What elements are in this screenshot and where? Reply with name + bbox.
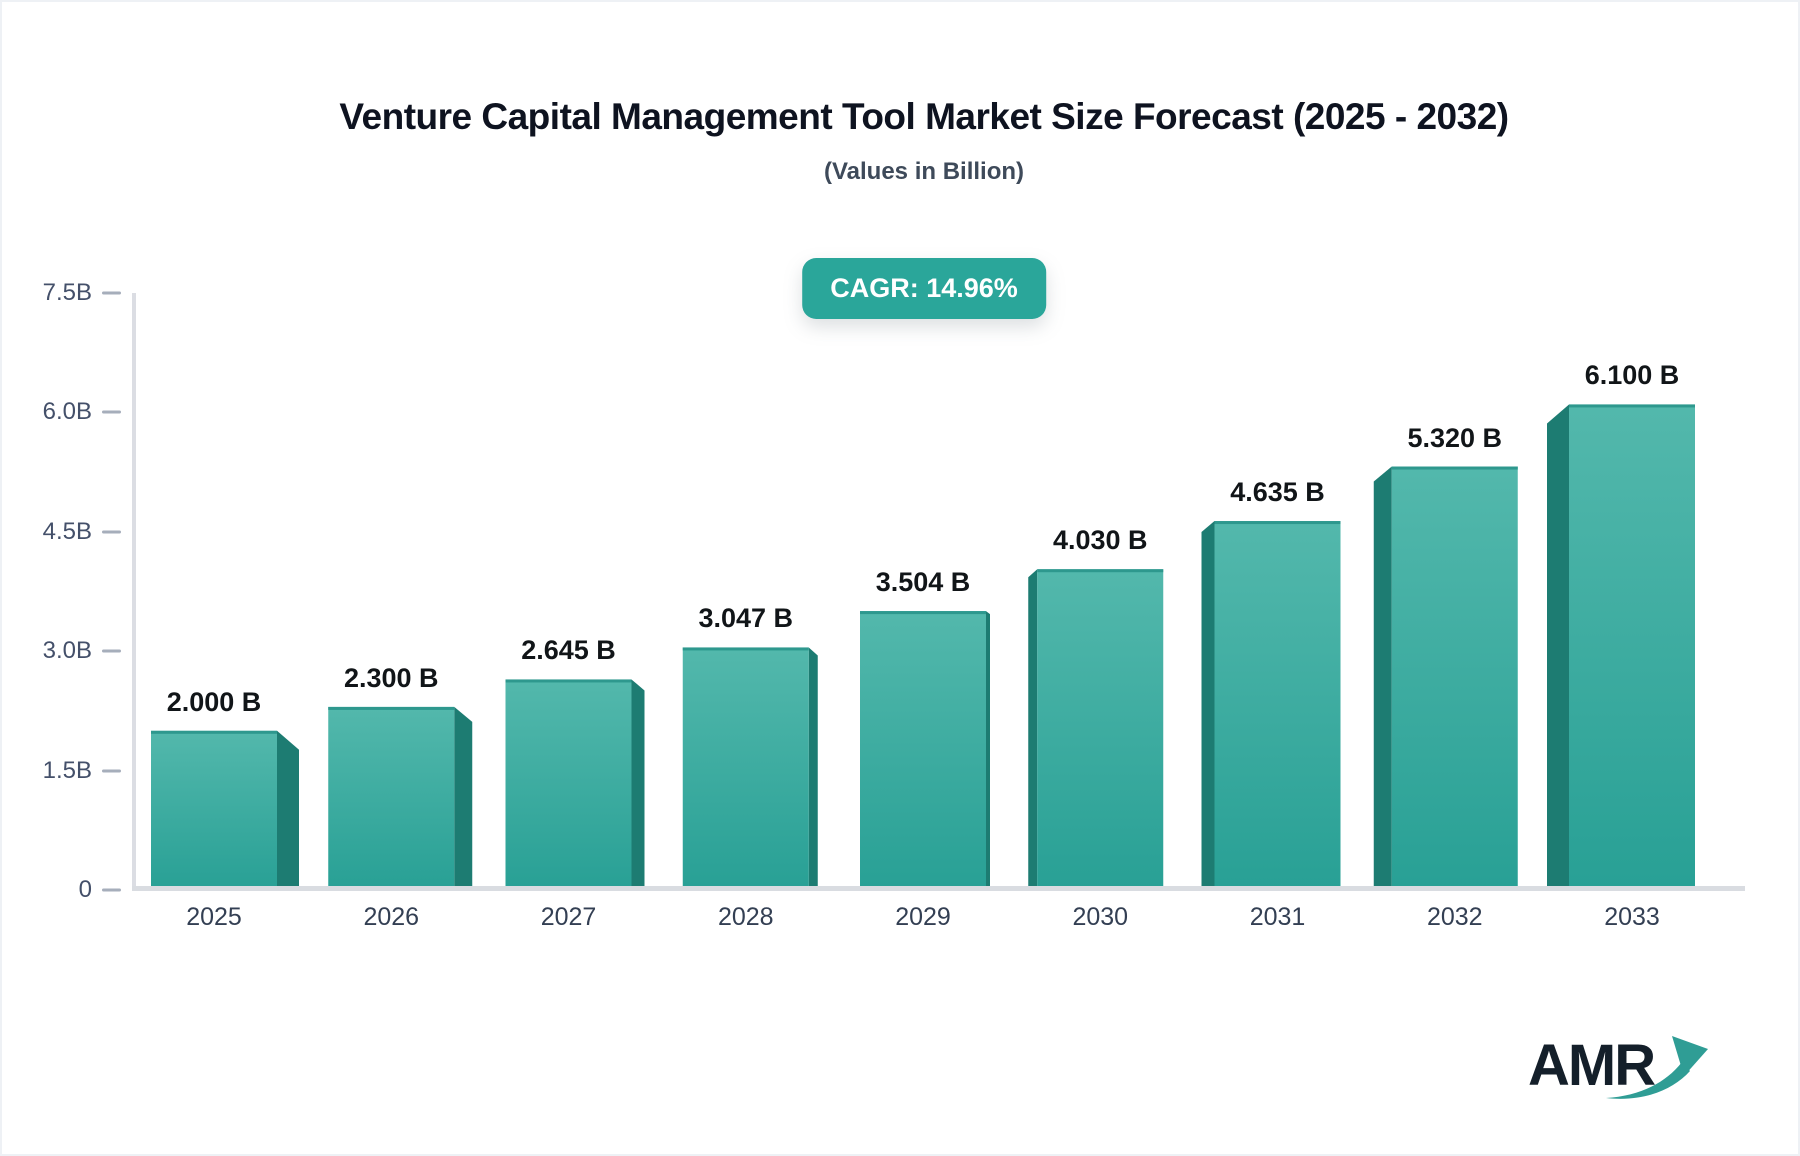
x-tick-label: 2027 — [540, 903, 597, 931]
bar-top-cap — [1037, 569, 1164, 573]
y-tick-label: 1.5B — [42, 756, 92, 784]
y-tick-label: 4.5B — [42, 517, 92, 545]
bar-side-face — [631, 679, 645, 890]
chart-subtitle: (Values in Billion) — [823, 158, 1025, 185]
bar-2028 — [682, 647, 809, 890]
bar-value-label: 6.100 B — [1584, 360, 1680, 391]
bar-side-face — [808, 647, 818, 890]
bar-top-cap — [860, 611, 986, 615]
bar-top-cap — [151, 730, 277, 734]
bar-top-cap — [505, 679, 632, 683]
x-tick-label: 2031 — [1249, 903, 1306, 931]
y-tick-label: 7.5B — [42, 279, 92, 306]
bar-side-face — [1028, 569, 1038, 890]
y-tick-label: 6.0B — [42, 398, 92, 426]
y-tick-mark — [102, 649, 121, 653]
bar-2030 — [1037, 569, 1164, 890]
y-tick-mark — [102, 410, 121, 414]
bar-value-label: 4.635 B — [1230, 477, 1325, 508]
y-tick-mark — [102, 530, 121, 534]
bar-value-label: 2.645 B — [521, 635, 616, 666]
y-tick-label: 0 — [78, 876, 92, 903]
bar-2027 — [505, 679, 632, 890]
bar-side-face — [1201, 521, 1215, 890]
y-tick-mark — [102, 769, 121, 773]
bar-2025 — [151, 730, 277, 890]
x-tick-label: 2032 — [1426, 903, 1483, 931]
bar-side-face — [986, 611, 990, 890]
bar-2033 — [1569, 404, 1695, 890]
bar-top-cap — [682, 647, 809, 651]
bar-value-label: 3.504 B — [875, 567, 971, 598]
amr-logo: AMR — [1528, 1026, 1728, 1126]
bar-side-face — [454, 706, 473, 890]
bar-2026 — [328, 706, 455, 890]
bar-top-cap — [1391, 466, 1518, 470]
x-tick-label: 2029 — [895, 903, 951, 931]
y-tick-mark — [102, 291, 121, 295]
bar-2032 — [1391, 466, 1518, 890]
bar-side-face — [1373, 466, 1392, 890]
y-tick-mark — [102, 888, 121, 892]
y-tick-label: 3.0B — [42, 637, 92, 665]
bar-2029 — [860, 611, 986, 890]
bar-value-label: 2.300 B — [343, 662, 439, 693]
x-tick-label: 2030 — [1072, 903, 1129, 931]
x-axis-line — [132, 886, 1745, 891]
x-tick-label: 2026 — [363, 903, 420, 931]
bar-value-label: 4.030 B — [1052, 525, 1148, 556]
x-tick-label: 2028 — [717, 903, 774, 931]
cagr-badge: CAGR: 14.96% — [802, 258, 1046, 319]
bar-top-cap — [1569, 404, 1695, 408]
bar-side-face — [277, 730, 299, 890]
y-axis-line — [132, 293, 136, 890]
bar-top-cap — [1214, 521, 1341, 525]
bar-top-cap — [328, 706, 455, 710]
amr-logo-text: AMR — [1528, 1033, 1656, 1098]
chart-title: Venture Capital Management Tool Market S… — [339, 96, 1509, 137]
x-tick-label: 2033 — [1604, 903, 1660, 931]
bar-value-label: 3.047 B — [698, 603, 794, 634]
bar-2031 — [1214, 521, 1341, 890]
bar-side-face — [1547, 404, 1569, 890]
bar-value-label: 5.320 B — [1407, 422, 1503, 453]
trend-up-arrow-icon — [1606, 1036, 1708, 1099]
x-tick-label: 2025 — [186, 903, 242, 931]
bar-value-label: 2.000 B — [166, 686, 262, 717]
